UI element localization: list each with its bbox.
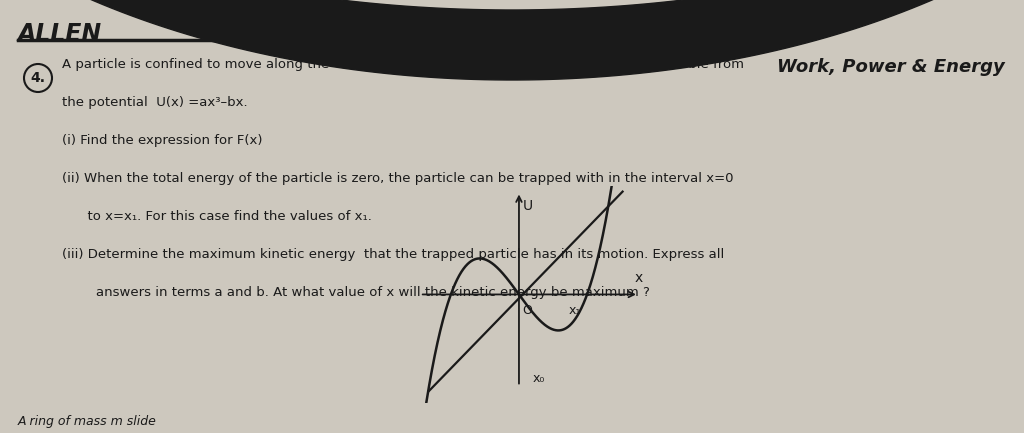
Text: x₀: x₀ [532, 372, 545, 385]
Text: (i) Find the expression for F(x): (i) Find the expression for F(x) [62, 134, 262, 147]
Text: (ii) When the total energy of the particle is zero, the particle can be trapped : (ii) When the total energy of the partic… [62, 172, 733, 185]
Text: O: O [522, 304, 532, 317]
Text: Work, Power & Energy: Work, Power & Energy [777, 58, 1005, 76]
Text: ALLEN: ALLEN [18, 22, 102, 46]
Text: answers in terms a and b. At what value of x will the kinetic energy be maximum : answers in terms a and b. At what value … [62, 286, 650, 299]
Text: x: x [635, 271, 643, 285]
Text: (iii) Determine the maximum kinetic energy  that the trapped particle has in its: (iii) Determine the maximum kinetic ener… [62, 248, 724, 261]
Text: the potential  U(x) =ax³–bx.: the potential U(x) =ax³–bx. [62, 96, 248, 109]
Text: 4.: 4. [31, 71, 45, 85]
Text: A ring of mass m slide: A ring of mass m slide [18, 415, 157, 428]
Text: to x=x₁. For this case find the values of x₁.: to x=x₁. For this case find the values o… [62, 210, 372, 223]
Text: x₁: x₁ [568, 304, 581, 317]
Text: A particle is confined to move along the +x axis under the action of a force F(x: A particle is confined to move along the… [62, 58, 744, 71]
Text: U: U [522, 199, 532, 213]
Polygon shape [0, 0, 1024, 80]
